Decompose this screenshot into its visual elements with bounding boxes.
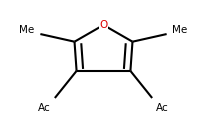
Text: Ac: Ac bbox=[155, 103, 168, 113]
Text: Ac: Ac bbox=[38, 103, 51, 113]
Text: Me: Me bbox=[19, 25, 34, 35]
Text: O: O bbox=[99, 20, 107, 30]
Text: Me: Me bbox=[172, 25, 187, 35]
